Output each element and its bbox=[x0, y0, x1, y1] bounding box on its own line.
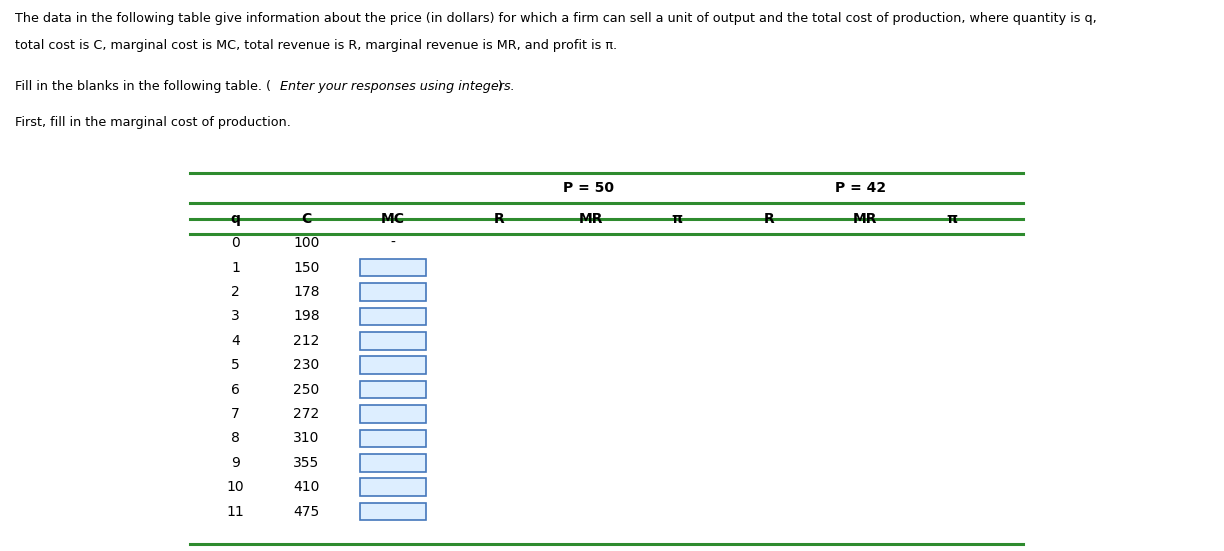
Text: First, fill in the marginal cost of production.: First, fill in the marginal cost of prod… bbox=[15, 116, 290, 129]
Text: Enter your responses using integers.: Enter your responses using integers. bbox=[280, 80, 514, 93]
Text: 410: 410 bbox=[294, 480, 319, 494]
Text: 230: 230 bbox=[294, 358, 319, 372]
Text: ): ) bbox=[497, 80, 502, 93]
Text: Fill in the blanks in the following table. (: Fill in the blanks in the following tabl… bbox=[15, 80, 271, 93]
Text: 0: 0 bbox=[231, 236, 240, 250]
Text: 3: 3 bbox=[231, 310, 240, 323]
Text: C: C bbox=[301, 212, 312, 225]
Text: total cost is C, marginal cost is MC, total revenue is R, marginal revenue is MR: total cost is C, marginal cost is MC, to… bbox=[15, 39, 617, 52]
Bar bbox=[360, 430, 426, 447]
Text: 10: 10 bbox=[226, 480, 245, 494]
Text: MR: MR bbox=[853, 212, 878, 225]
Bar bbox=[360, 356, 426, 374]
Bar bbox=[360, 381, 426, 398]
Text: The data in the following table give information about the price (in dollars) fo: The data in the following table give inf… bbox=[15, 12, 1097, 25]
Text: 475: 475 bbox=[294, 505, 319, 518]
Bar bbox=[360, 332, 426, 349]
Text: π: π bbox=[946, 212, 957, 225]
Bar bbox=[360, 503, 426, 520]
Text: 100: 100 bbox=[294, 236, 319, 250]
Text: R: R bbox=[494, 212, 506, 225]
Text: 8: 8 bbox=[231, 431, 240, 445]
Text: 1: 1 bbox=[231, 261, 240, 274]
Bar bbox=[360, 454, 426, 472]
Bar bbox=[360, 259, 426, 277]
Text: 7: 7 bbox=[231, 407, 240, 421]
Text: -: - bbox=[390, 236, 395, 250]
Bar bbox=[360, 307, 426, 325]
Text: 272: 272 bbox=[294, 407, 319, 421]
Text: 178: 178 bbox=[294, 285, 319, 299]
Text: 212: 212 bbox=[294, 334, 319, 348]
Text: R: R bbox=[764, 212, 774, 225]
Text: MR: MR bbox=[579, 212, 603, 225]
Text: 2: 2 bbox=[231, 285, 240, 299]
Text: 198: 198 bbox=[294, 310, 319, 323]
Text: 310: 310 bbox=[294, 431, 319, 445]
Text: 150: 150 bbox=[294, 261, 319, 274]
Bar bbox=[360, 478, 426, 496]
Text: π: π bbox=[672, 212, 683, 225]
Text: 9: 9 bbox=[231, 456, 240, 470]
Text: 5: 5 bbox=[231, 358, 240, 372]
Text: 11: 11 bbox=[226, 505, 245, 518]
Text: q: q bbox=[230, 212, 240, 225]
Text: 355: 355 bbox=[294, 456, 319, 470]
Bar bbox=[360, 405, 426, 423]
Text: 6: 6 bbox=[231, 382, 240, 397]
Text: 4: 4 bbox=[231, 334, 240, 348]
Text: 250: 250 bbox=[294, 382, 319, 397]
Text: MC: MC bbox=[381, 212, 405, 225]
Text: P = 42: P = 42 bbox=[835, 181, 886, 195]
Text: P = 50: P = 50 bbox=[563, 181, 614, 195]
Bar bbox=[360, 283, 426, 301]
